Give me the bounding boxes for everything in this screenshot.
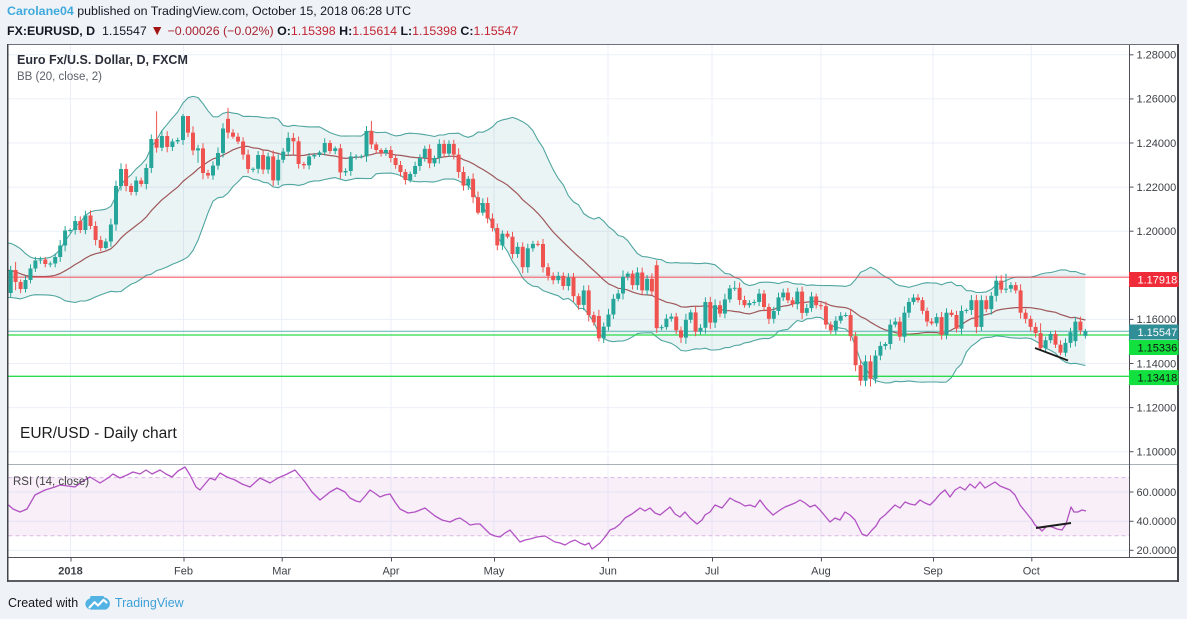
svg-text:2018: 2018 [58,566,82,578]
svg-text:1.20000: 1.20000 [1137,226,1177,238]
svg-text:Aug: Aug [811,566,831,578]
svg-text:1.10000: 1.10000 [1137,447,1177,459]
svg-text:Apr: Apr [382,566,399,578]
svg-text:40.0000: 40.0000 [1137,516,1177,528]
svg-text:Jun: Jun [599,566,617,578]
svg-text:1.26000: 1.26000 [1137,94,1177,106]
svg-text:1.22000: 1.22000 [1137,182,1177,194]
svg-text:Oct: Oct [1023,566,1040,578]
svg-text:1.13418: 1.13418 [1138,373,1178,385]
svg-text:Feb: Feb [174,566,193,578]
svg-text:EUR/USD - Daily chart: EUR/USD - Daily chart [20,425,177,442]
svg-text:20.0000: 20.0000 [1137,545,1177,557]
svg-text:60.0000: 60.0000 [1137,487,1177,499]
svg-text:BB (20, close, 2): BB (20, close, 2) [17,71,102,83]
svg-text:1.16000: 1.16000 [1137,314,1177,326]
svg-text:May: May [484,566,505,578]
svg-text:1.12000: 1.12000 [1137,402,1177,414]
svg-text:1.24000: 1.24000 [1137,138,1177,150]
svg-text:1.17918: 1.17918 [1138,275,1178,287]
svg-text:Euro Fx/U.S. Dollar, D, FXCM: Euro Fx/U.S. Dollar, D, FXCM [17,53,188,67]
svg-text:Mar: Mar [272,566,291,578]
svg-text:Jul: Jul [705,566,719,578]
svg-text:1.14000: 1.14000 [1137,358,1177,370]
svg-text:1.15547: 1.15547 [1138,327,1178,339]
svg-text:1.15336: 1.15336 [1138,343,1178,355]
svg-text:1.28000: 1.28000 [1137,50,1177,62]
svg-text:Sep: Sep [923,566,943,578]
svg-text:RSI (14, close): RSI (14, close) [13,476,89,488]
